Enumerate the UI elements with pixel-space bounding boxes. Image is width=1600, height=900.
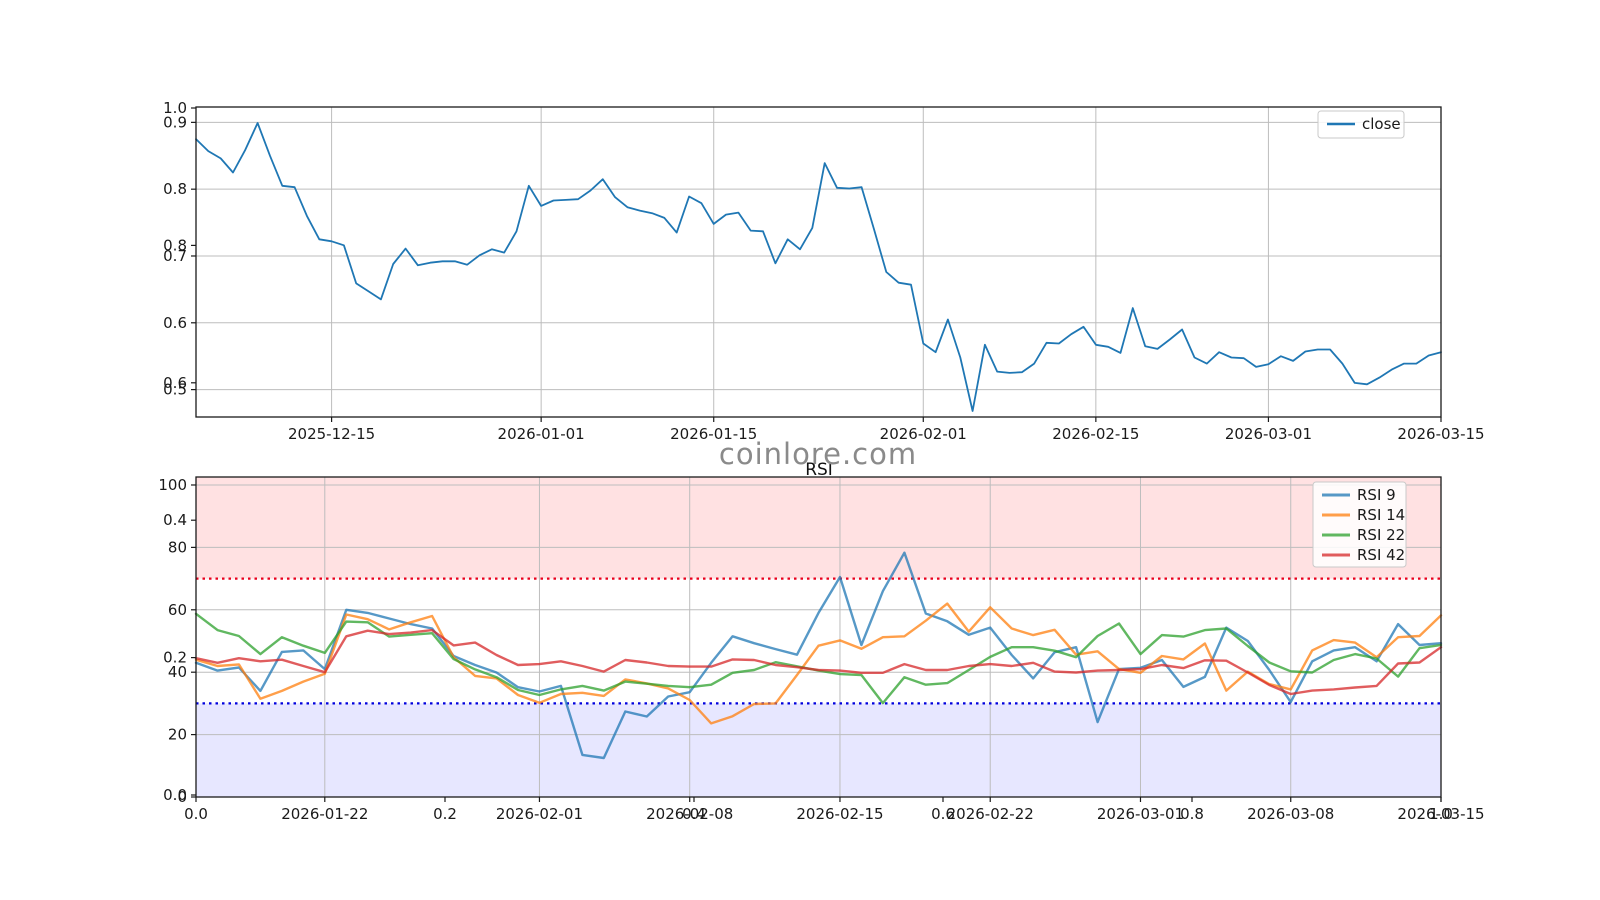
rsi-chart: 100 80 60 40 20 0 2026-01-22 2026-02-01 2026-02-… [158, 476, 1484, 823]
x-tick-label: 2026-01-01 [498, 425, 585, 443]
x-tick-label: 2026-02-22 [947, 805, 1034, 823]
axes-frame [195, 106, 1442, 418]
y-tick-label: 0.7 [163, 247, 187, 265]
rsi-42-legend-label: RSI 42 [1357, 546, 1405, 564]
axis-ticks: 100 80 60 40 20 0 2026-01-22 2026-02-01 2026-02-… [158, 476, 1484, 823]
overlay-y-tick-label: 0.0 [163, 786, 187, 804]
rsi-22-legend-label: RSI 22 [1357, 526, 1405, 544]
y-tick-label: 20 [168, 726, 187, 744]
rsi-14-legend-label: RSI 14 [1357, 506, 1405, 524]
rsi-chart-title: RSI [805, 460, 833, 480]
legend: close [1317, 110, 1405, 139]
legend: RSI 9 RSI 14 RSI 22 RSI 42 [1312, 481, 1407, 568]
x-tick-label: 2026-01-15 [670, 425, 757, 443]
x-tick-label: 2026-02-01 [496, 805, 583, 823]
y-tick-label: 0 [177, 788, 187, 806]
overlay-x-tick-label: 0.2 [433, 805, 457, 823]
y-tick-label: 60 [168, 601, 187, 619]
close-line [195, 122, 1442, 412]
overlay-axis: 1.0 0.8 0.6 0.4 0.2 0.00.0 0.2 0.4 0.6 0.8 1.0 [163, 99, 1453, 823]
watermark: coinlore.com [718, 437, 918, 471]
overlay-y-tick-label: 0.6 [163, 374, 187, 392]
rsi-9-line [194, 551, 1443, 760]
y-tick-label: 80 [168, 538, 187, 556]
overlay-y-tick-label: 1.0 [163, 99, 187, 117]
close-legend-label: close [1362, 115, 1401, 133]
x-tick-label: 2026-03-15 [1397, 425, 1484, 443]
overlay-x-tick-label: 1.0 [1429, 805, 1453, 823]
y-tick-label: 0.8 [163, 180, 187, 198]
y-tick-label: 40 [168, 663, 187, 681]
grid [196, 107, 1441, 417]
overlay-x-tick-label: 0.6 [931, 805, 955, 823]
x-tick-label: 2026-02-15 [1052, 425, 1139, 443]
y-tick-label: 100 [158, 476, 187, 494]
x-tick-label: 2026-02-08 [646, 805, 733, 823]
overlay-y-tick-label: 0.8 [163, 236, 187, 254]
grid [196, 477, 1441, 797]
overlay-x-tick-label: 0.4 [682, 805, 706, 823]
overlay-x-tick-label: 0.8 [1180, 805, 1204, 823]
x-tick-label: 2026-02-15 [796, 805, 883, 823]
threshold-band [196, 477, 1441, 579]
legend-box [1312, 481, 1407, 568]
y-tick-label: 0.9 [163, 113, 187, 131]
x-tick-label: 2026-02-01 [880, 425, 967, 443]
y-tick-label: 0.5 [163, 381, 187, 399]
rsi-42-line [194, 628, 1443, 696]
overlay-y-tick-label: 0.2 [163, 649, 187, 667]
x-tick-label: 2026-03-01 [1097, 805, 1184, 823]
x-tick-label: 2026-03-01 [1225, 425, 1312, 443]
axes-frame [195, 476, 1442, 798]
overlay-x-tick-label: 0.0 [184, 805, 208, 823]
x-tick-label: 2025-12-15 [288, 425, 375, 443]
x-tick-label: 2026-03-15 [1397, 805, 1484, 823]
legend-box [1317, 110, 1405, 139]
rsi-14-line [194, 602, 1443, 725]
overlay-y-tick-label: 0.4 [163, 511, 187, 529]
threshold-band [196, 703, 1441, 797]
y-tick-label: 0.6 [163, 314, 187, 332]
x-tick-label: 2026-03-08 [1247, 805, 1334, 823]
x-tick-label: 2026-01-22 [281, 805, 368, 823]
rsi-9-legend-label: RSI 9 [1357, 486, 1396, 504]
